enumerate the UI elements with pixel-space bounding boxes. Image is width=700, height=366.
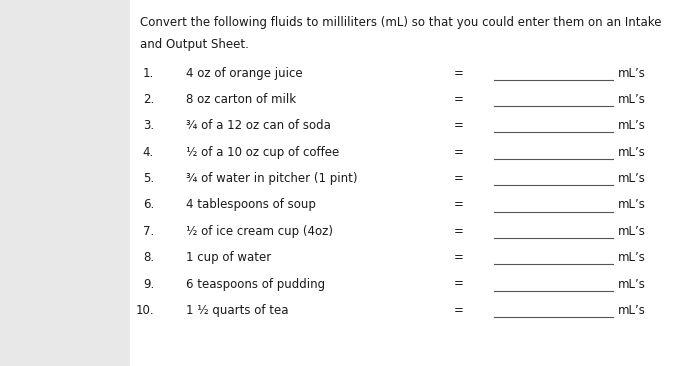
Text: =: = [454,67,463,80]
Text: mL’s: mL’s [617,198,645,212]
Text: 2.: 2. [143,93,154,106]
Text: ¾ of water in pitcher (1 pint): ¾ of water in pitcher (1 pint) [186,172,357,185]
Text: mL’s: mL’s [617,119,645,132]
Text: mL’s: mL’s [617,172,645,185]
Bar [130,0,700,366]
Text: 5.: 5. [143,172,154,185]
Text: 4.: 4. [143,146,154,159]
Text: 1.: 1. [143,67,154,80]
Text: mL’s: mL’s [617,93,645,106]
Text: =: = [454,172,463,185]
Text: =: = [454,304,463,317]
Text: =: = [454,198,463,212]
Text: mL’s: mL’s [617,304,645,317]
Text: 6 teaspoons of pudding: 6 teaspoons of pudding [186,277,325,291]
Text: 8.: 8. [143,251,154,264]
Text: =: = [454,251,463,264]
Text: ½ of a 10 oz cup of coffee: ½ of a 10 oz cup of coffee [186,146,339,159]
Text: 4 oz of orange juice: 4 oz of orange juice [186,67,302,80]
Text: =: = [454,225,463,238]
Text: 4 tablespoons of soup: 4 tablespoons of soup [186,198,316,212]
Text: 1 ½ quarts of tea: 1 ½ quarts of tea [186,304,288,317]
Text: 1 cup of water: 1 cup of water [186,251,271,264]
Text: and Output Sheet.: and Output Sheet. [140,38,249,52]
Text: 10.: 10. [135,304,154,317]
Text: =: = [454,119,463,132]
Text: mL’s: mL’s [617,146,645,159]
Text: =: = [454,277,463,291]
Text: mL’s: mL’s [617,251,645,264]
Text: mL’s: mL’s [617,67,645,80]
Text: 7.: 7. [143,225,154,238]
Text: =: = [454,93,463,106]
Text: mL’s: mL’s [617,277,645,291]
Text: 8 oz carton of milk: 8 oz carton of milk [186,93,295,106]
Text: Convert the following fluids to milliliters (mL) so that you could enter them on: Convert the following fluids to millilit… [140,16,661,30]
Text: 3.: 3. [143,119,154,132]
Text: 9.: 9. [143,277,154,291]
Text: ½ of ice cream cup (4oz): ½ of ice cream cup (4oz) [186,225,332,238]
Text: mL’s: mL’s [617,225,645,238]
Text: 6.: 6. [143,198,154,212]
Text: ¾ of a 12 oz can of soda: ¾ of a 12 oz can of soda [186,119,330,132]
Bar [0,0,130,366]
Text: =: = [454,146,463,159]
